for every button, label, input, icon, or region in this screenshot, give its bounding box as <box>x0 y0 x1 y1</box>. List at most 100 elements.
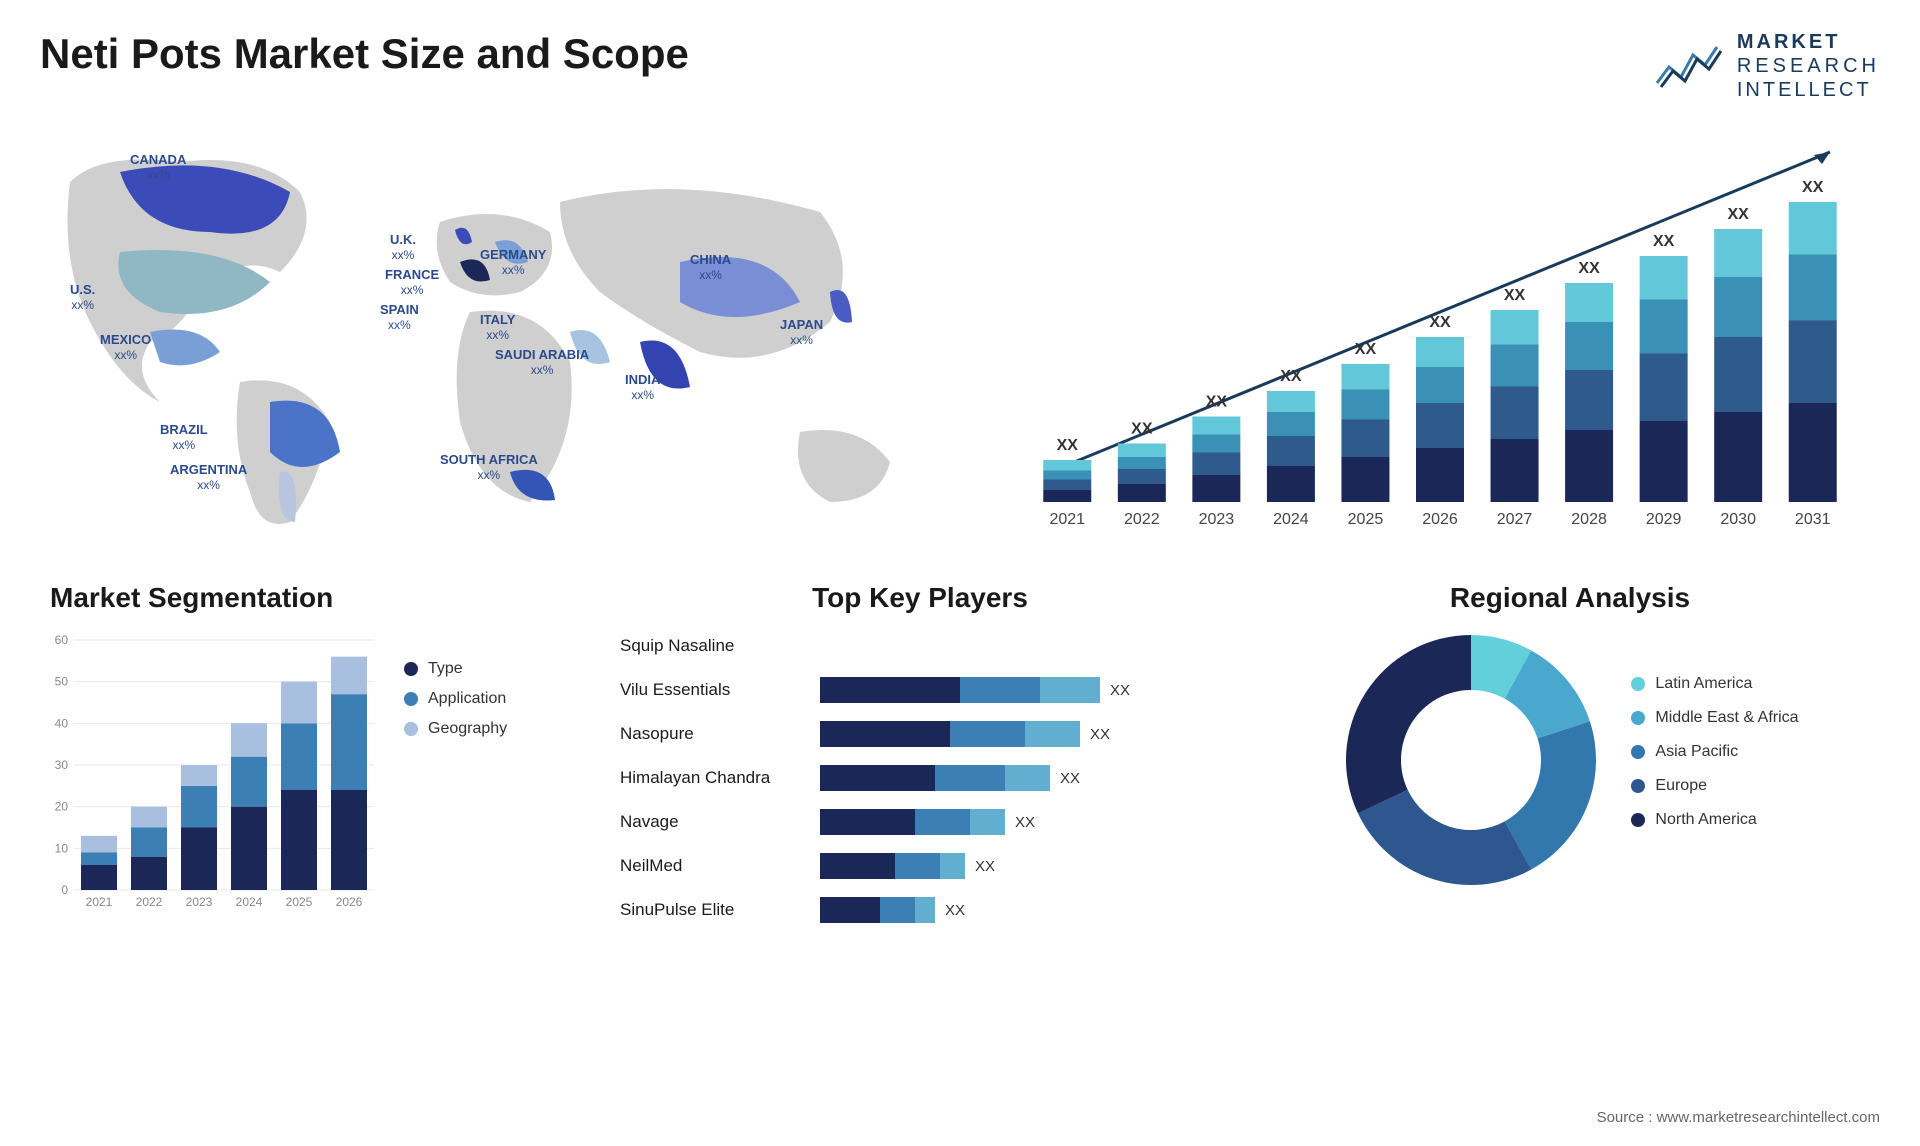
svg-text:XX: XX <box>1280 368 1302 385</box>
map-label: CHINAxx% <box>690 252 731 282</box>
player-value: XX <box>1110 682 1130 699</box>
svg-text:2025: 2025 <box>286 895 313 909</box>
svg-text:2031: 2031 <box>1795 511 1831 528</box>
logo-line2: RESEARCH <box>1737 54 1880 78</box>
map-label: SPAINxx% <box>380 302 419 332</box>
svg-text:XX: XX <box>1057 437 1079 454</box>
svg-text:2022: 2022 <box>136 895 163 909</box>
player-row: Nasopure XX <box>620 718 1230 750</box>
segmentation-panel: Market Segmentation 0 10 20 30 40 50 60 2021 202… <box>40 582 580 938</box>
players-title: Top Key Players <box>610 582 1230 614</box>
player-bar <box>820 721 1080 747</box>
logo-icon <box>1655 41 1725 91</box>
map-label: ARGENTINAxx% <box>170 462 247 492</box>
svg-text:40: 40 <box>55 716 69 730</box>
player-name: Navage <box>620 812 820 832</box>
legend-item: Europe <box>1631 777 1798 795</box>
regional-panel: Regional Analysis Latin America Middle Ea… <box>1260 582 1880 938</box>
svg-text:XX: XX <box>1504 287 1526 304</box>
svg-text:2024: 2024 <box>236 895 263 909</box>
player-value: XX <box>945 902 965 919</box>
legend-item: Latin America <box>1631 675 1798 693</box>
regional-legend: Latin America Middle East & Africa Asia Pa… <box>1631 675 1798 845</box>
player-bar <box>820 809 1005 835</box>
player-name: Himalayan Chandra <box>620 768 820 788</box>
svg-text:2026: 2026 <box>336 895 363 909</box>
page-title: Neti Pots Market Size and Scope <box>40 30 689 78</box>
svg-text:2022: 2022 <box>1124 511 1160 528</box>
svg-text:2023: 2023 <box>186 895 213 909</box>
legend-item: Application <box>404 690 507 708</box>
player-bar <box>820 897 935 923</box>
player-value: XX <box>1015 814 1035 831</box>
svg-text:2026: 2026 <box>1422 511 1458 528</box>
svg-text:2027: 2027 <box>1497 511 1533 528</box>
svg-text:XX: XX <box>1206 394 1228 411</box>
map-label: U.K.xx% <box>390 232 416 262</box>
map-label: MEXICOxx% <box>100 332 151 362</box>
legend-item: Geography <box>404 720 507 738</box>
svg-text:2029: 2029 <box>1646 511 1682 528</box>
growth-chart: XX2021XX2022XX2023XX2024XX2025XX2026XX20… <box>1010 122 1880 542</box>
world-map: CANADAxx% U.S.xx%MEXICOxx% BRAZILxx% ARGENT… <box>40 122 980 542</box>
brand-logo: MARKET RESEARCH INTELLECT <box>1655 30 1880 102</box>
player-row: Vilu Essentials XX <box>620 674 1230 706</box>
player-bar <box>820 677 1100 703</box>
map-label: CANADAxx% <box>130 152 186 182</box>
svg-text:50: 50 <box>55 675 69 689</box>
map-label: U.S.xx% <box>70 282 95 312</box>
legend-item: Middle East & Africa <box>1631 709 1798 727</box>
svg-text:20: 20 <box>55 800 69 814</box>
svg-text:XX: XX <box>1653 233 1675 250</box>
svg-text:XX: XX <box>1355 341 1377 358</box>
segmentation-chart: 0 10 20 30 40 50 60 2021 2022 2023 2024 2025 2026 <box>40 630 380 920</box>
svg-text:XX: XX <box>1802 179 1824 196</box>
player-row: Squip Nasaline <box>620 630 1230 662</box>
player-bar <box>820 765 1050 791</box>
map-label: SOUTH AFRICAxx% <box>440 452 538 482</box>
legend-item: Type <box>404 660 507 678</box>
svg-text:XX: XX <box>1131 421 1153 438</box>
player-value: XX <box>1060 770 1080 787</box>
svg-text:30: 30 <box>55 758 69 772</box>
svg-text:XX: XX <box>1728 206 1750 223</box>
player-name: Vilu Essentials <box>620 680 820 700</box>
player-name: Squip Nasaline <box>620 636 820 656</box>
map-label: SAUDI ARABIAxx% <box>495 347 589 377</box>
segmentation-title: Market Segmentation <box>40 582 580 614</box>
svg-text:2030: 2030 <box>1720 511 1756 528</box>
player-name: SinuPulse Elite <box>620 900 820 920</box>
player-value: XX <box>975 858 995 875</box>
svg-text:0: 0 <box>61 883 68 897</box>
map-label: FRANCExx% <box>385 267 439 297</box>
player-row: SinuPulse Elite XX <box>620 894 1230 926</box>
regional-donut <box>1341 630 1601 890</box>
svg-text:XX: XX <box>1578 260 1600 277</box>
regional-title: Regional Analysis <box>1260 582 1880 614</box>
player-bar <box>820 853 965 879</box>
map-label: INDIAxx% <box>625 372 660 402</box>
legend-item: Asia Pacific <box>1631 743 1798 761</box>
svg-text:2021: 2021 <box>1049 511 1085 528</box>
segmentation-legend: Type Application Geography <box>404 630 507 920</box>
player-name: NeilMed <box>620 856 820 876</box>
player-value: XX <box>1090 726 1110 743</box>
svg-text:2023: 2023 <box>1199 511 1235 528</box>
logo-line1: MARKET <box>1737 30 1880 54</box>
svg-text:2021: 2021 <box>86 895 113 909</box>
player-row: Himalayan Chandra XX <box>620 762 1230 794</box>
players-panel: Top Key Players Squip Nasaline Vilu Essen… <box>610 582 1230 938</box>
map-label: BRAZILxx% <box>160 422 208 452</box>
map-label: GERMANYxx% <box>480 247 546 277</box>
legend-item: North America <box>1631 811 1798 829</box>
svg-text:2025: 2025 <box>1348 511 1384 528</box>
map-label: ITALYxx% <box>480 312 515 342</box>
svg-text:2028: 2028 <box>1571 511 1607 528</box>
svg-text:XX: XX <box>1429 314 1451 331</box>
map-label: JAPANxx% <box>780 317 823 347</box>
player-name: Nasopure <box>620 724 820 744</box>
svg-text:60: 60 <box>55 633 69 647</box>
svg-text:10: 10 <box>55 841 69 855</box>
source-attribution: Source : www.marketresearchintellect.com <box>1597 1109 1880 1126</box>
player-row: Navage XX <box>620 806 1230 838</box>
